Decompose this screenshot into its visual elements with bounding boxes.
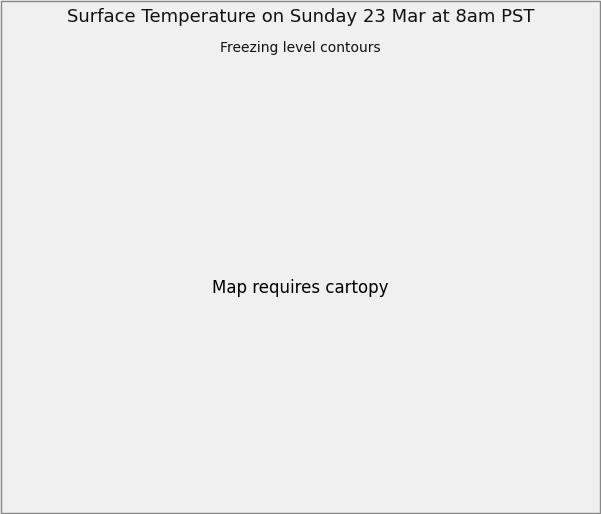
Text: Freezing level contours: Freezing level contours xyxy=(220,41,381,55)
Text: Map requires cartopy: Map requires cartopy xyxy=(212,279,389,297)
Text: Surface Temperature on Sunday 23 Mar at 8am PST: Surface Temperature on Sunday 23 Mar at … xyxy=(67,8,534,26)
